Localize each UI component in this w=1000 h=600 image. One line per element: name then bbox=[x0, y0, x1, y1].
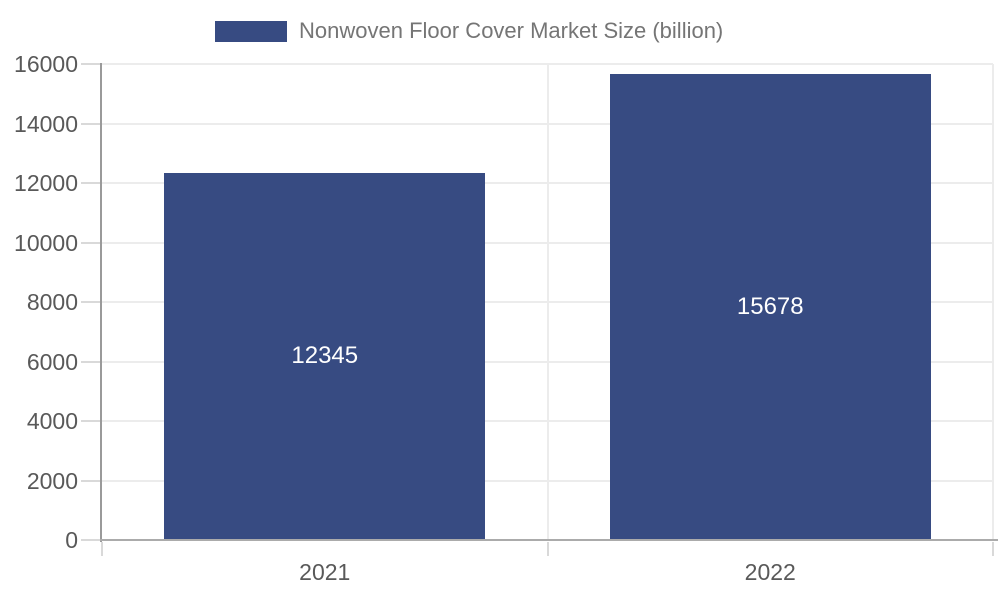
x-axis-tick bbox=[546, 542, 549, 556]
bar-value-label: 12345 bbox=[291, 342, 359, 370]
y-tick-label: 2000 bbox=[26, 467, 78, 494]
x-tick-label: 2022 bbox=[744, 559, 796, 585]
y-axis-tick bbox=[81, 360, 101, 363]
y-tick-label: 16000 bbox=[14, 51, 78, 77]
x-axis-tick bbox=[101, 542, 103, 556]
y-axis-tick bbox=[81, 479, 101, 482]
y-axis-tick bbox=[81, 301, 101, 303]
x-axis-line bbox=[100, 539, 998, 541]
y-tick-label: 0 bbox=[65, 527, 78, 553]
bar-2021[interactable] bbox=[164, 172, 486, 540]
y-axis-line bbox=[100, 63, 102, 542]
y-axis-tick bbox=[81, 241, 101, 244]
y-axis-tick bbox=[81, 122, 101, 125]
legend-item[interactable]: Nonwoven Floor Cover Market Size (billio… bbox=[215, 18, 723, 44]
legend-label: Nonwoven Floor Cover Market Size (billio… bbox=[299, 18, 724, 43]
y-tick-label: 10000 bbox=[14, 229, 78, 256]
y-tick-label: 12000 bbox=[14, 170, 78, 196]
y-axis-tick bbox=[81, 63, 101, 65]
y-tick-label: 14000 bbox=[14, 110, 78, 137]
y-tick-label: 4000 bbox=[26, 408, 78, 434]
y-tick-label: 6000 bbox=[26, 348, 78, 375]
gridline-vertical bbox=[992, 64, 994, 540]
y-tick-label: 8000 bbox=[26, 289, 78, 315]
bar-value-label: 15678 bbox=[736, 292, 804, 320]
y-axis-tick bbox=[81, 539, 101, 541]
y-axis-tick bbox=[81, 420, 101, 422]
x-tick-label: 2021 bbox=[299, 559, 351, 585]
legend-swatch bbox=[215, 20, 287, 42]
y-axis-tick bbox=[81, 182, 101, 184]
x-axis-tick bbox=[992, 542, 994, 556]
bar-2022[interactable] bbox=[609, 73, 931, 540]
gridline-vertical bbox=[546, 64, 549, 540]
